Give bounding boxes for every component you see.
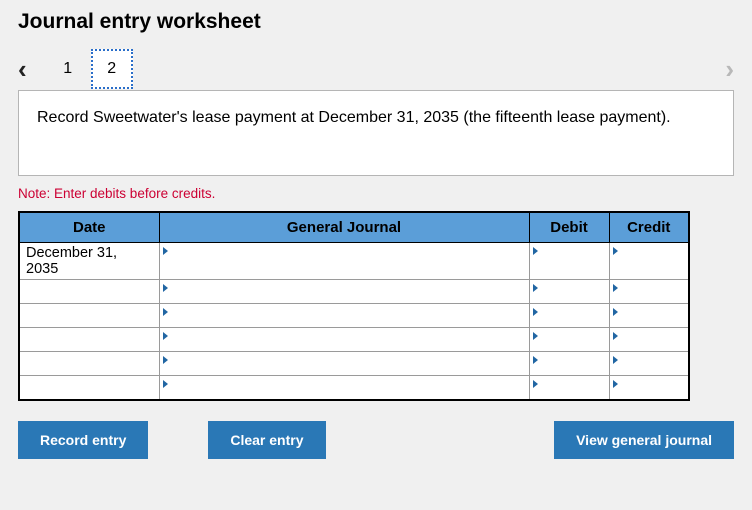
date-cell[interactable] xyxy=(19,376,159,400)
col-header-general-journal: General Journal xyxy=(159,212,529,243)
col-header-date: Date xyxy=(19,212,159,243)
table-row xyxy=(19,352,689,376)
chevron-right-icon[interactable]: › xyxy=(725,56,734,82)
credit-cell[interactable] xyxy=(609,352,689,376)
date-cell[interactable] xyxy=(19,352,159,376)
credit-cell[interactable] xyxy=(609,376,689,400)
pager-item-2[interactable]: 2 xyxy=(91,49,133,89)
gj-cell[interactable] xyxy=(159,328,529,352)
button-row: Record entry Clear entry View general jo… xyxy=(18,421,734,459)
clear-entry-button[interactable]: Clear entry xyxy=(208,421,325,459)
instruction-box: Record Sweetwater's lease payment at Dec… xyxy=(18,90,734,176)
gj-cell[interactable] xyxy=(159,352,529,376)
note-text: Note: Enter debits before credits. xyxy=(18,186,734,201)
gj-cell[interactable] xyxy=(159,243,529,280)
debit-cell[interactable] xyxy=(529,376,609,400)
pager: ‹ 1 2 › xyxy=(18,48,734,90)
debit-cell[interactable] xyxy=(529,280,609,304)
debit-cell[interactable] xyxy=(529,328,609,352)
credit-cell[interactable] xyxy=(609,328,689,352)
credit-cell[interactable] xyxy=(609,280,689,304)
debit-cell[interactable] xyxy=(529,304,609,328)
date-cell[interactable] xyxy=(19,304,159,328)
debit-cell[interactable] xyxy=(529,243,609,280)
date-cell[interactable] xyxy=(19,280,159,304)
col-header-credit: Credit xyxy=(609,212,689,243)
page-title: Journal entry worksheet xyxy=(18,10,734,34)
gj-cell[interactable] xyxy=(159,304,529,328)
pager-items: 1 2 xyxy=(47,49,135,89)
table-row xyxy=(19,328,689,352)
pager-item-1[interactable]: 1 xyxy=(47,49,89,89)
col-header-debit: Debit xyxy=(529,212,609,243)
table-row xyxy=(19,280,689,304)
date-cell[interactable] xyxy=(19,328,159,352)
date-cell[interactable]: December 31, 2035 xyxy=(19,243,159,280)
credit-cell[interactable] xyxy=(609,243,689,280)
chevron-left-icon[interactable]: ‹ xyxy=(18,56,27,82)
table-row: December 31, 2035 xyxy=(19,243,689,280)
table-row xyxy=(19,304,689,328)
table-row xyxy=(19,376,689,400)
journal-entry-table: Date General Journal Debit Credit Decemb… xyxy=(18,211,690,401)
record-entry-button[interactable]: Record entry xyxy=(18,421,148,459)
credit-cell[interactable] xyxy=(609,304,689,328)
gj-cell[interactable] xyxy=(159,376,529,400)
gj-cell[interactable] xyxy=(159,280,529,304)
view-general-journal-button[interactable]: View general journal xyxy=(554,421,734,459)
debit-cell[interactable] xyxy=(529,352,609,376)
worksheet-container: Journal entry worksheet ‹ 1 2 › Record S… xyxy=(0,0,752,473)
